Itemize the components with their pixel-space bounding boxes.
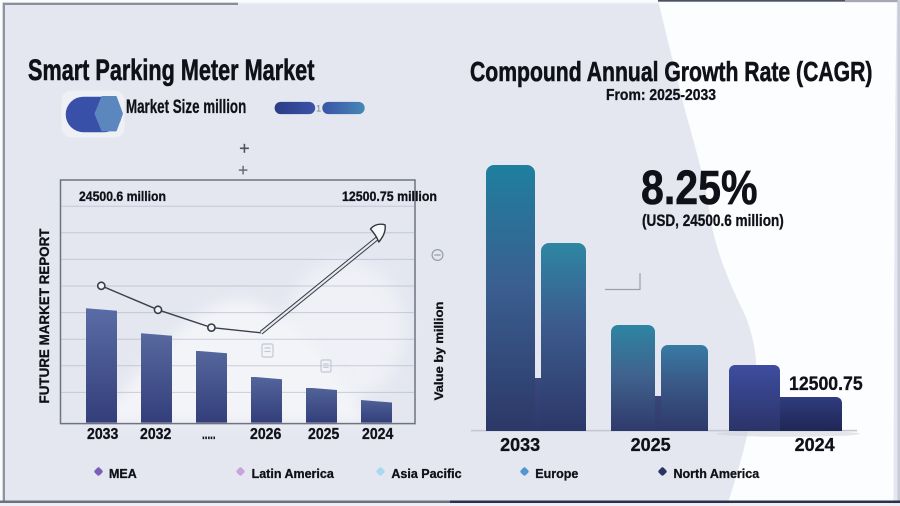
svg-text:1: 1 [316, 104, 321, 115]
